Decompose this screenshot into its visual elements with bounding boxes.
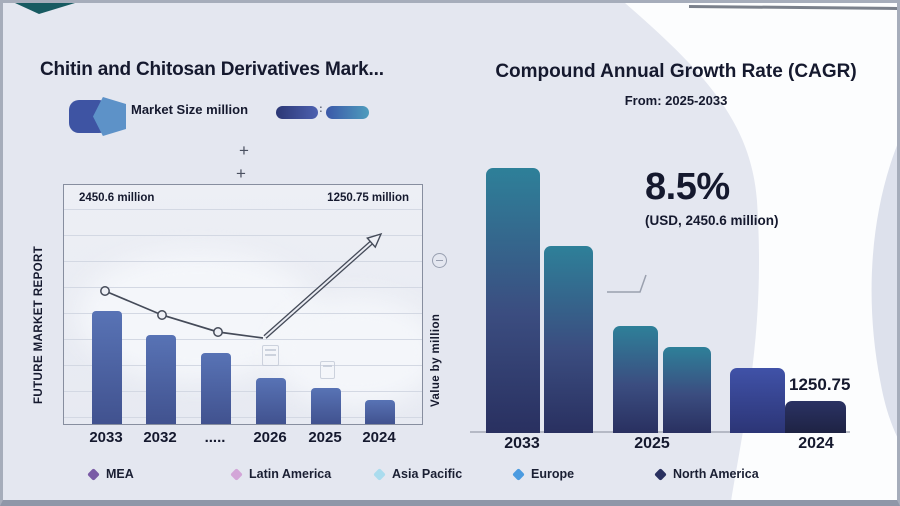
gridline [64, 417, 422, 418]
x-tick-label: 2026 [253, 429, 287, 446]
left-chart-title: Chitin and Chitosan Derivatives Mark... [40, 59, 384, 80]
x-tick-label: 2025 [634, 435, 670, 452]
zoom-in-icon-2[interactable]: + [236, 164, 246, 183]
market-size-bar-..... [201, 353, 231, 424]
market-size-3d-icon [69, 97, 127, 136]
x-tick-label: 2025 [308, 429, 342, 446]
cloud-blob [270, 297, 422, 407]
cagr-percentage: 8.5% [645, 166, 730, 208]
market-size-bar-2024 [365, 400, 395, 424]
x-tick-label: 2024 [798, 435, 834, 452]
legend-item-europe: Europe [512, 467, 575, 481]
legend-item-asia-pacific: Asia Pacific [373, 467, 463, 481]
legend-pill-separator: : [319, 103, 323, 115]
right-chart-title: Compound Annual Growth Rate (CAGR) [495, 61, 857, 82]
x-tick-label: 2024 [362, 429, 396, 446]
bar-value-label: 1250.75 [789, 375, 851, 394]
zoom-out-icon[interactable] [432, 253, 447, 268]
end-value-annotation: 1250.75 million [327, 192, 409, 204]
cagr-bar-2033-1 [486, 168, 540, 433]
market-size-bar-2026 [256, 378, 286, 424]
cagr-bar-2024-2 [785, 401, 846, 433]
gridline [64, 339, 422, 340]
cagr-bar-2025-2 [663, 347, 711, 433]
market-size-bar-2033 [92, 311, 122, 424]
zoom-in-icon[interactable]: + [239, 141, 249, 160]
gridline [64, 313, 422, 314]
x-tick-label: 2032 [143, 429, 177, 446]
background-swoosh [15, 3, 897, 500]
cagr-bar-2025-1 [613, 326, 658, 433]
legend-label: Asia Pacific [392, 467, 463, 481]
x-tick-label: 2033 [89, 429, 123, 446]
legend-label: Europe [531, 467, 575, 481]
cagr-bar-2024-1 [730, 368, 785, 433]
gridline [64, 391, 422, 392]
gridline [64, 287, 422, 288]
cagr-bar-2033-2 [544, 246, 593, 433]
right-chart-subtitle: From: 2025-2033 [624, 93, 728, 108]
right-chart-baseline [470, 431, 850, 433]
gridline [64, 209, 422, 210]
legend-item-latin-america: Latin America [230, 467, 332, 481]
corner-wedge-accent [15, 3, 75, 14]
start-value-annotation: 2450.6 million [79, 192, 155, 204]
legend-label: MEA [106, 467, 134, 481]
gridline [64, 261, 422, 262]
legend-diamond-icon [654, 467, 667, 481]
step-bracket-line [607, 274, 647, 293]
legend-item-mea: MEA [87, 467, 134, 481]
legend-pill-dark [276, 106, 318, 119]
legend-pill-teal [326, 106, 369, 119]
legend-item-north-america: North America [654, 467, 759, 481]
gridline [64, 235, 422, 236]
legend-label: Latin America [249, 467, 332, 481]
ghost-document-icon [262, 345, 279, 366]
legend-diamond-icon [512, 467, 525, 481]
cagr-base-value-note: (USD, 2450.6 million) [645, 213, 779, 228]
legend-label: North America [673, 467, 759, 481]
ghost-document-icon [320, 361, 335, 379]
x-tick-label: ..... [204, 429, 226, 446]
market-size-bar-2032 [146, 335, 176, 424]
market-size-chart-panel [63, 184, 423, 425]
market-size-bar-2025 [311, 388, 341, 424]
legend-diamond-icon [373, 467, 386, 481]
legend-diamond-icon [87, 467, 100, 481]
gridline [64, 365, 422, 366]
series-legend-label: Market Size million [131, 102, 249, 117]
trend-line-and-arrow [100, 232, 383, 339]
legend-diamond-icon [230, 467, 243, 481]
x-tick-label: 2033 [504, 435, 540, 452]
